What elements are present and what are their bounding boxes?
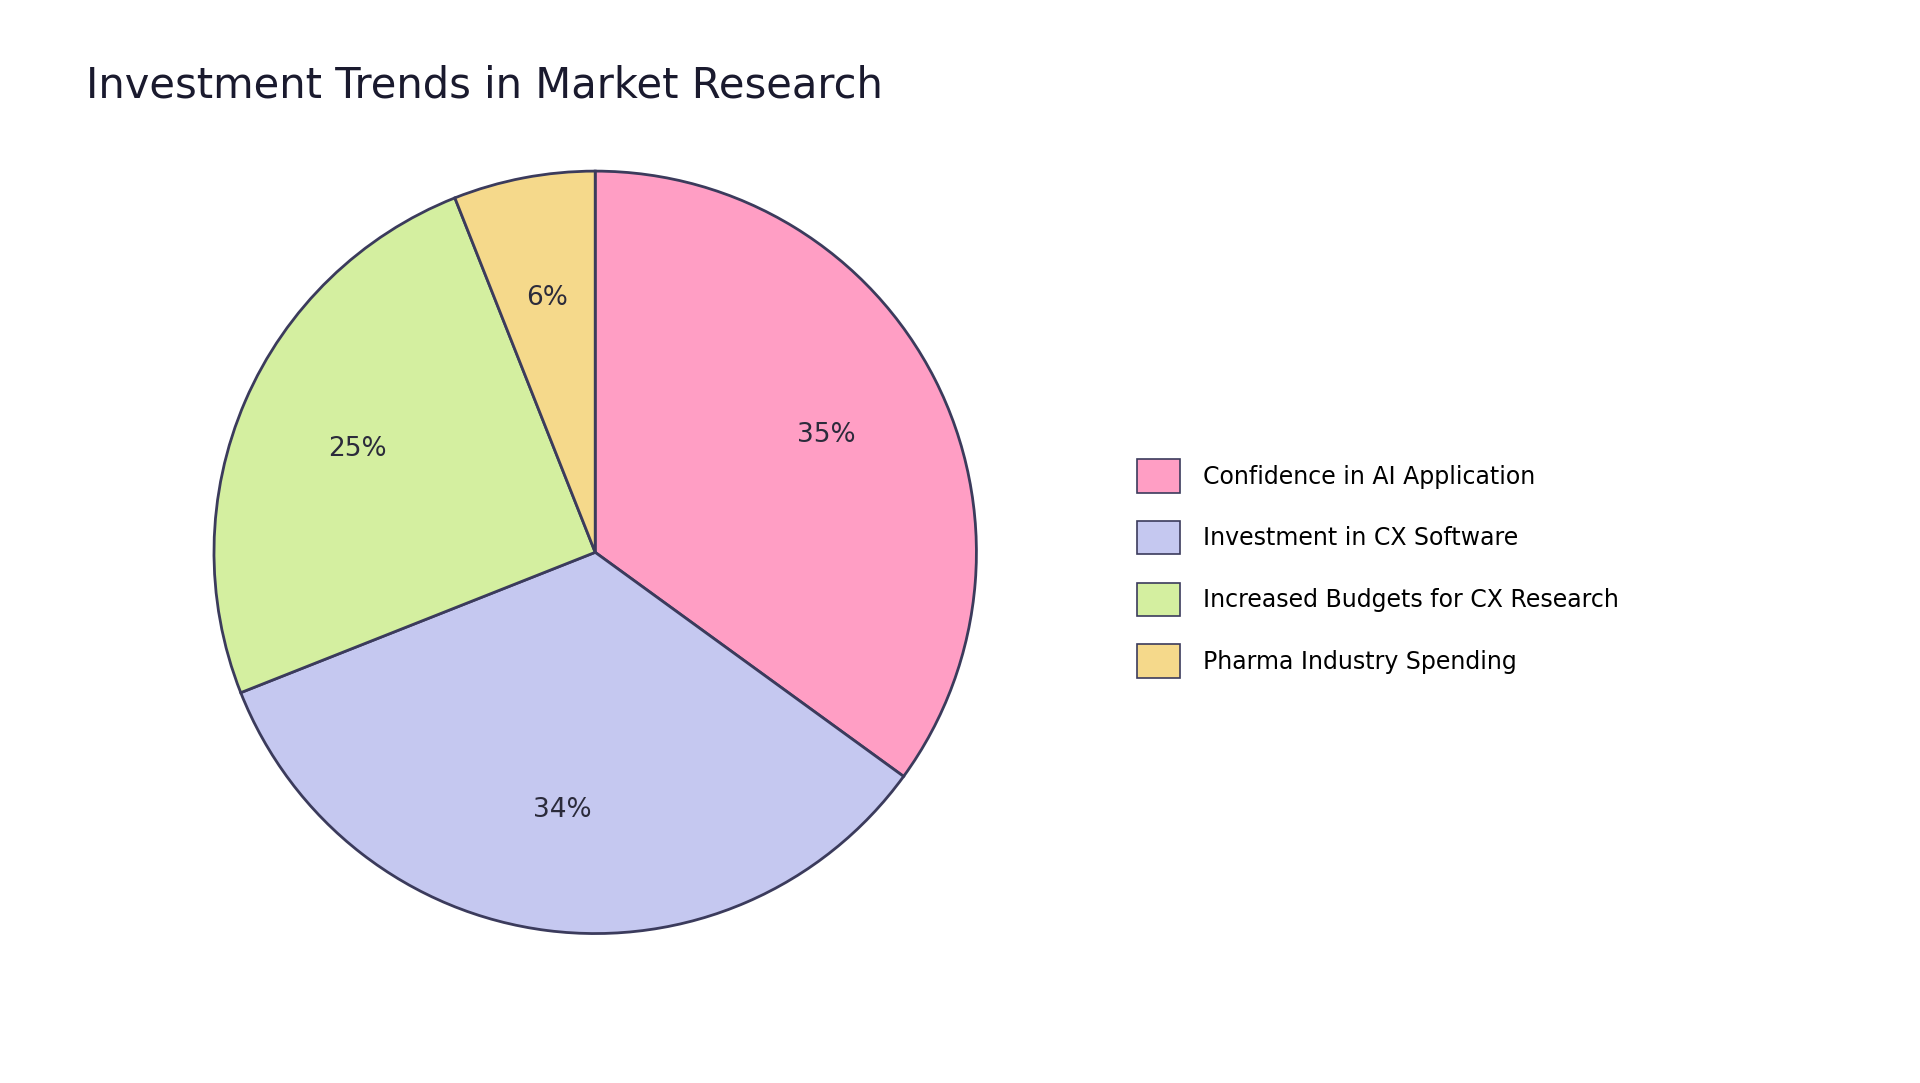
Text: 34%: 34%: [534, 796, 591, 822]
Wedge shape: [455, 171, 595, 552]
Text: Investment Trends in Market Research: Investment Trends in Market Research: [86, 65, 883, 107]
Text: 25%: 25%: [328, 436, 386, 462]
Text: 6%: 6%: [526, 285, 568, 311]
Wedge shape: [595, 171, 977, 777]
Wedge shape: [213, 198, 595, 693]
Legend: Confidence in AI Application, Investment in CX Software, Increased Budgets for C: Confidence in AI Application, Investment…: [1125, 447, 1630, 690]
Wedge shape: [240, 552, 904, 934]
Text: 35%: 35%: [797, 421, 856, 447]
